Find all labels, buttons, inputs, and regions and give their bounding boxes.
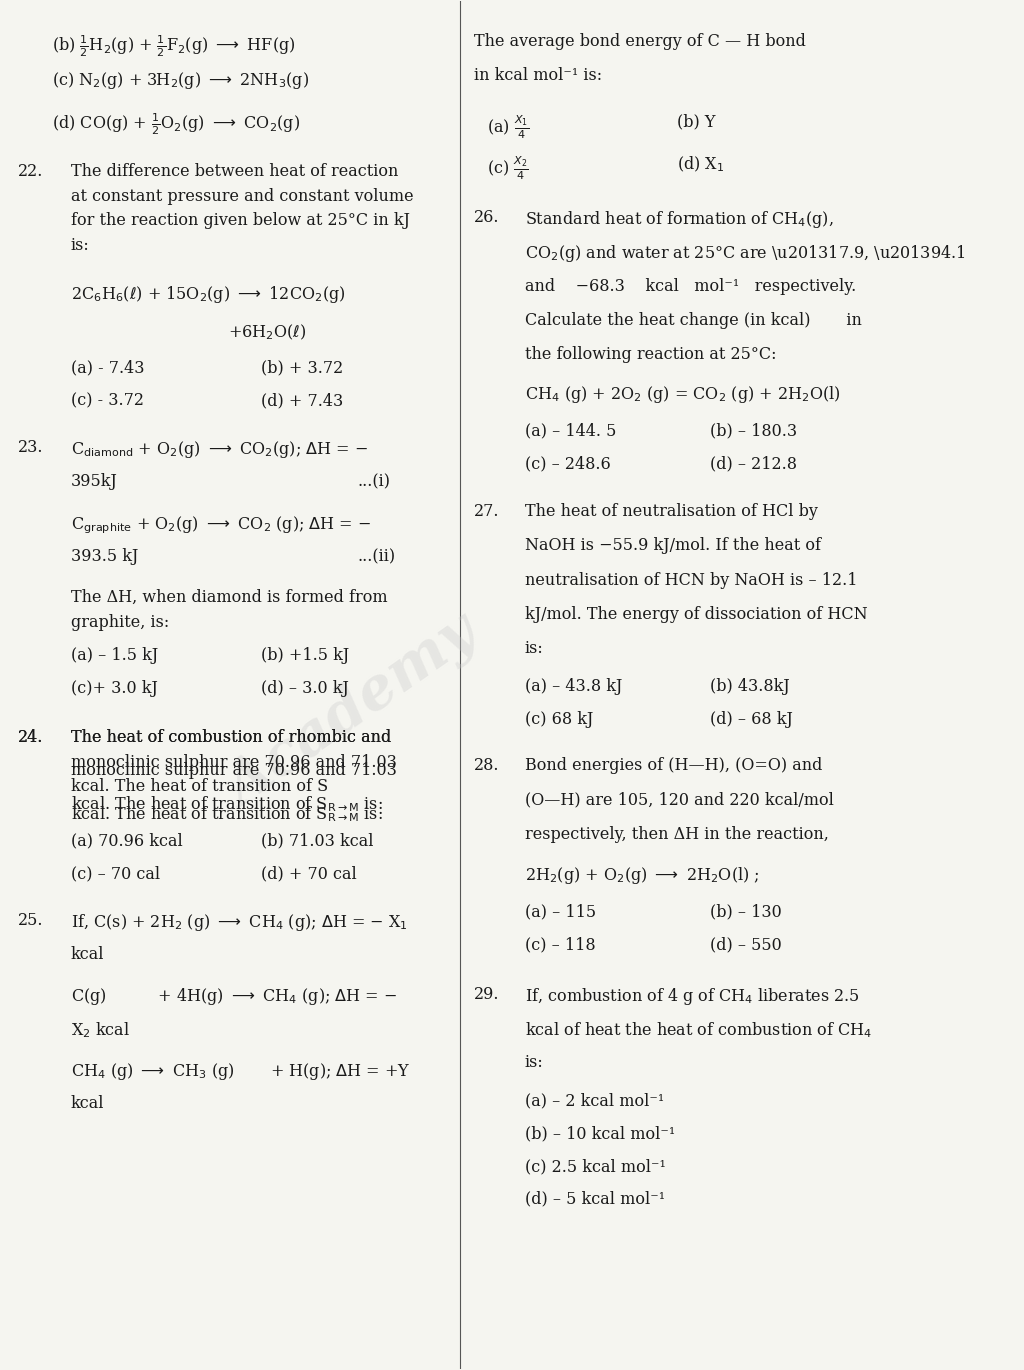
Text: kcal of heat the heat of combustion of CH$_4$: kcal of heat the heat of combustion of C… (524, 1021, 871, 1040)
Text: C(g)$\quad\quad\quad$ + 4H(g) $\longrightarrow$ CH$_4$ (g); $\Delta$H = $-$: C(g)$\quad\quad\quad$ + 4H(g) $\longrigh… (71, 986, 396, 1007)
Text: 25.: 25. (18, 912, 44, 929)
Text: 29.: 29. (474, 986, 499, 1003)
Text: Bond energies of (H—H), (O=O) and: Bond energies of (H—H), (O=O) and (524, 758, 822, 774)
Text: C$_\mathrm{graphite}$ + O$_2$(g) $\longrightarrow$ CO$_2$ (g); $\Delta$H = $-$: C$_\mathrm{graphite}$ + O$_2$(g) $\longr… (71, 514, 371, 536)
Text: (a) – 144. 5: (a) – 144. 5 (524, 422, 615, 440)
Text: (a) $\frac{X_1}{4}$: (a) $\frac{X_1}{4}$ (487, 114, 529, 141)
Text: (d) + 70 cal: (d) + 70 cal (261, 866, 356, 882)
Text: C$_\mathrm{diamond}$ + O$_2$(g) $\longrightarrow$ CO$_2$(g); $\Delta$H = $-$: C$_\mathrm{diamond}$ + O$_2$(g) $\longri… (71, 438, 368, 460)
Text: (b) +1.5 kJ: (b) +1.5 kJ (261, 647, 349, 663)
Text: kcal. The heat of transition of S$_\mathrm{R\rightarrow M}$ is:: kcal. The heat of transition of S$_\math… (71, 804, 383, 823)
Text: (b) 71.03 kcal: (b) 71.03 kcal (261, 833, 373, 849)
Text: CH$_4$ (g) + 2O$_2$ (g) = CO$_2$ (g) + 2H$_2$O(l): CH$_4$ (g) + 2O$_2$ (g) = CO$_2$ (g) + 2… (524, 384, 840, 406)
Text: (c)+ 3.0 kJ: (c)+ 3.0 kJ (71, 680, 158, 696)
Text: Standard heat of formation of CH$_4$(g),: Standard heat of formation of CH$_4$(g), (524, 210, 834, 230)
Text: The difference between heat of reaction
at constant pressure and constant volume: The difference between heat of reaction … (71, 163, 414, 253)
Text: (c) 68 kJ: (c) 68 kJ (524, 711, 593, 727)
Text: (a) – 43.8 kJ: (a) – 43.8 kJ (524, 678, 622, 695)
Text: (c) N$_2$(g) + 3H$_2$(g) $\longrightarrow$ 2NH$_3$(g): (c) N$_2$(g) + 3H$_2$(g) $\longrightarro… (52, 70, 309, 90)
Text: is:: is: (524, 1054, 544, 1071)
Text: X$_2$ kcal: X$_2$ kcal (71, 1021, 130, 1040)
Text: is:: is: (524, 640, 544, 656)
Text: neutralisation of HCN by NaOH is – 12.1: neutralisation of HCN by NaOH is – 12.1 (524, 571, 857, 589)
Text: The heat of combustion of rhombic and
monoclinic sulphur are 70.96 and 71.03
kca: The heat of combustion of rhombic and mo… (71, 729, 396, 796)
Text: Academy: Academy (217, 606, 489, 819)
Text: (b) $\frac{1}{2}$H$_2$(g) + $\frac{1}{2}$F$_2$(g) $\longrightarrow$ HF(g): (b) $\frac{1}{2}$H$_2$(g) + $\frac{1}{2}… (52, 33, 296, 59)
Text: The heat of combustion of rhombic and: The heat of combustion of rhombic and (71, 729, 391, 745)
Text: (b) + 3.72: (b) + 3.72 (261, 359, 343, 377)
Text: (a) – 1.5 kJ: (a) – 1.5 kJ (71, 647, 158, 663)
Text: (c) – 248.6: (c) – 248.6 (524, 455, 610, 473)
Text: (c) $\frac{X_2}{4}$: (c) $\frac{X_2}{4}$ (487, 155, 529, 182)
Text: (b) Y: (b) Y (677, 114, 716, 130)
Text: (b) – 130: (b) – 130 (710, 904, 781, 921)
Text: 26.: 26. (474, 210, 499, 226)
Text: (d) CO(g) + $\frac{1}{2}$O$_2$(g) $\longrightarrow$ CO$_2$(g): (d) CO(g) + $\frac{1}{2}$O$_2$(g) $\long… (52, 111, 300, 137)
Text: 23.: 23. (18, 438, 44, 456)
Text: The heat of neutralisation of HCl by: The heat of neutralisation of HCl by (524, 503, 817, 521)
Text: (c) – 118: (c) – 118 (524, 937, 595, 954)
Text: (c) - 3.72: (c) - 3.72 (71, 392, 143, 410)
Text: (O—H) are 105, 120 and 220 kcal/mol: (O—H) are 105, 120 and 220 kcal/mol (524, 792, 834, 808)
Text: The ΔH, when diamond is formed from
graphite, is:: The ΔH, when diamond is formed from grap… (71, 589, 387, 632)
Text: (a) – 115: (a) – 115 (524, 904, 596, 921)
Text: (d) – 212.8: (d) – 212.8 (710, 455, 797, 473)
Text: If, combustion of 4 g of CH$_4$ liberates 2.5: If, combustion of 4 g of CH$_4$ liberate… (524, 986, 859, 1007)
Text: (b) 43.8kJ: (b) 43.8kJ (710, 678, 790, 695)
Text: (a) - 7.43: (a) - 7.43 (71, 359, 144, 377)
Text: (d) – 550: (d) – 550 (710, 937, 781, 954)
Text: +6H$_2$O($\ell$): +6H$_2$O($\ell$) (228, 323, 306, 342)
Text: 2H$_2$(g) + O$_2$(g) $\longrightarrow$ 2H$_2$O(l) ;: 2H$_2$(g) + O$_2$(g) $\longrightarrow$ 2… (524, 866, 759, 886)
Text: the following reaction at 25°C:: the following reaction at 25°C: (524, 347, 776, 363)
Text: (b) – 10 kcal mol⁻¹: (b) – 10 kcal mol⁻¹ (524, 1125, 675, 1143)
Text: 2C$_6$H$_6$($\ell$) + 15O$_2$(g) $\longrightarrow$ 12CO$_2$(g): 2C$_6$H$_6$($\ell$) + 15O$_2$(g) $\longr… (71, 285, 345, 306)
Text: The average bond energy of C — H bond: The average bond energy of C — H bond (474, 33, 806, 49)
Text: (d) + 7.43: (d) + 7.43 (261, 392, 343, 410)
Text: If, C(s) + 2H$_2$ (g) $\longrightarrow$ CH$_4$ (g); $\Delta$H = $-$ X$_1$: If, C(s) + 2H$_2$ (g) $\longrightarrow$ … (71, 912, 408, 933)
Text: 27.: 27. (474, 503, 499, 521)
Text: (b) – 180.3: (b) – 180.3 (710, 422, 797, 440)
Text: (a) – 2 kcal mol⁻¹: (a) – 2 kcal mol⁻¹ (524, 1092, 664, 1110)
Text: NaOH is −55.9 kJ/mol. If the heat of: NaOH is −55.9 kJ/mol. If the heat of (524, 537, 820, 555)
Text: monoclinic sulphur are 70.96 and 71.03: monoclinic sulphur are 70.96 and 71.03 (71, 762, 396, 778)
Text: CO$_2$(g) and water at 25°C are \u201317.9, \u201394.1: CO$_2$(g) and water at 25°C are \u201317… (524, 244, 965, 264)
Text: Calculate the heat change (in kcal)       in: Calculate the heat change (in kcal) in (524, 312, 861, 329)
Text: in kcal mol⁻¹ is:: in kcal mol⁻¹ is: (474, 67, 602, 84)
Text: (a) 70.96 kcal: (a) 70.96 kcal (71, 833, 182, 849)
Text: (d) X$_1$: (d) X$_1$ (677, 155, 725, 174)
Text: 393.5 kJ: 393.5 kJ (71, 548, 138, 566)
Text: kcal: kcal (71, 947, 104, 963)
Text: kJ/mol. The energy of dissociation of HCN: kJ/mol. The energy of dissociation of HC… (524, 606, 867, 623)
Text: 395kJ: 395kJ (71, 473, 118, 490)
Text: 24.: 24. (18, 729, 43, 745)
Text: kcal: kcal (71, 1095, 104, 1112)
Text: 22.: 22. (18, 163, 43, 179)
Text: 24.: 24. (18, 729, 43, 745)
Text: (d) – 68 kJ: (d) – 68 kJ (710, 711, 793, 727)
Text: (d) – 3.0 kJ: (d) – 3.0 kJ (261, 680, 348, 696)
Text: (c) – 70 cal: (c) – 70 cal (71, 866, 160, 882)
Text: ...(ii): ...(ii) (357, 548, 396, 566)
Text: and    −68.3    kcal   mol⁻¹   respectively.: and −68.3 kcal mol⁻¹ respectively. (524, 278, 856, 295)
Text: (c) 2.5 kcal mol⁻¹: (c) 2.5 kcal mol⁻¹ (524, 1158, 666, 1175)
Text: (d) – 5 kcal mol⁻¹: (d) – 5 kcal mol⁻¹ (524, 1191, 665, 1208)
Text: 28.: 28. (474, 758, 499, 774)
Text: respectively, then ΔH in the reaction,: respectively, then ΔH in the reaction, (524, 826, 828, 843)
Text: CH$_4$ (g) $\longrightarrow$ CH$_3$ (g)$\quad\quad$ + H(g); $\Delta$H = +Y: CH$_4$ (g) $\longrightarrow$ CH$_3$ (g)$… (71, 1060, 411, 1082)
Text: kcal. The heat of transition of S$_\mathrm{R\rightarrow M}$ is:: kcal. The heat of transition of S$_\math… (71, 795, 383, 814)
Text: ...(i): ...(i) (357, 473, 391, 490)
